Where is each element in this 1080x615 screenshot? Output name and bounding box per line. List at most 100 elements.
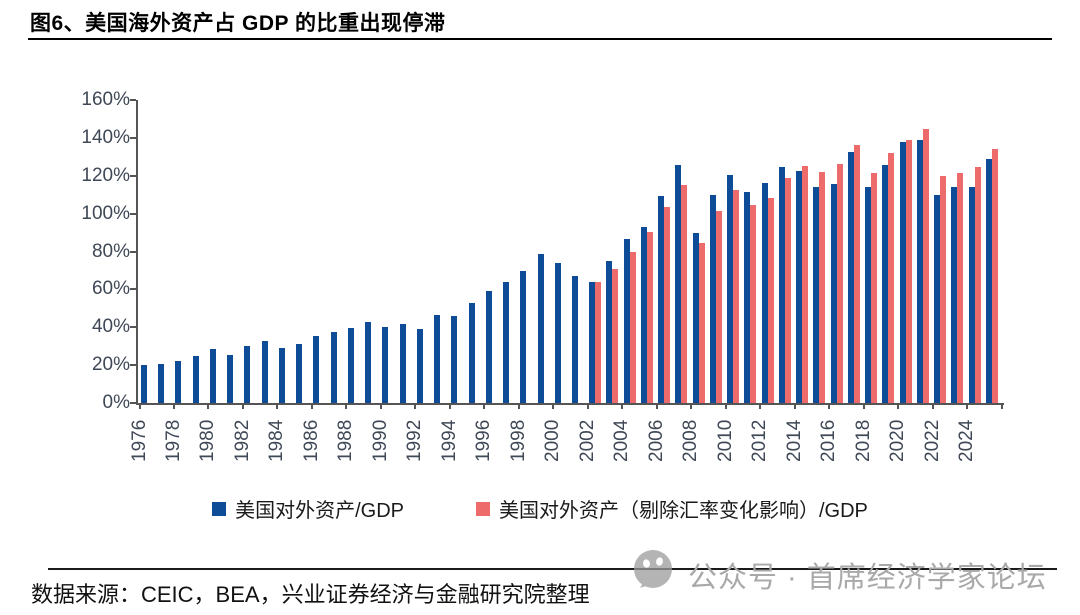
x-tick-label-1992: 1992 bbox=[404, 419, 426, 462]
bar-blue-2023 bbox=[951, 187, 958, 403]
bar-blue-1989 bbox=[365, 321, 372, 403]
bar-blue-1985 bbox=[296, 344, 303, 403]
y-tick-100 bbox=[130, 212, 136, 215]
bar-blue-2019 bbox=[882, 165, 889, 403]
y-tick-0 bbox=[130, 402, 136, 404]
x-tick-label-1982: 1982 bbox=[231, 419, 253, 462]
x-tick-label-2022: 2022 bbox=[921, 419, 943, 462]
x-tick-label-2018: 2018 bbox=[852, 419, 874, 462]
bar-blue-1999 bbox=[537, 254, 544, 403]
bar-red-2011 bbox=[750, 205, 757, 403]
x-tick-label-2000: 2000 bbox=[542, 419, 564, 462]
x-tick-1976 bbox=[138, 403, 141, 409]
watermark-text: 公众号 · 首席经济学家论坛 bbox=[688, 562, 1047, 594]
bar-blue-1986 bbox=[313, 335, 320, 403]
x-tick-label-1988: 1988 bbox=[335, 419, 357, 462]
y-tick-120 bbox=[130, 174, 136, 177]
y-tick-160 bbox=[130, 99, 136, 101]
x-tick-label-2010: 2010 bbox=[714, 419, 736, 462]
y-tick-140 bbox=[130, 136, 136, 139]
bar-blue-2012 bbox=[761, 183, 768, 403]
legend-label-red: 美国对外资产（剔除汇率变化影响）/GDP bbox=[499, 500, 868, 522]
x-tick-2006 bbox=[655, 403, 658, 409]
bar-blue-2013 bbox=[778, 167, 785, 403]
x-tick-label-1986: 1986 bbox=[300, 419, 322, 462]
x-tick-label-1976: 1976 bbox=[128, 419, 150, 462]
y-tick-label-140: 140% bbox=[81, 126, 130, 148]
x-tick-label-2008: 2008 bbox=[680, 419, 702, 462]
x-axis-end-tick bbox=[1000, 403, 1003, 409]
x-tick-label-1980: 1980 bbox=[197, 419, 219, 462]
bar-blue-1987 bbox=[330, 331, 337, 403]
x-tick-2010 bbox=[724, 403, 727, 409]
bar-blue-2025 bbox=[985, 158, 992, 403]
x-tick-1982 bbox=[241, 403, 244, 409]
bar-red-2021 bbox=[922, 129, 929, 403]
bar-blue-2003 bbox=[606, 260, 613, 403]
bar-red-2004 bbox=[629, 251, 636, 403]
y-tick-label-160: 160% bbox=[81, 89, 130, 110]
bar-blue-1980 bbox=[209, 349, 216, 403]
x-tick-2016 bbox=[828, 403, 831, 409]
bar-blue-1983 bbox=[261, 341, 268, 403]
bar-blue-1988 bbox=[347, 328, 354, 403]
bar-blue-1991 bbox=[399, 324, 406, 403]
x-tick-label-2006: 2006 bbox=[645, 419, 667, 462]
x-tick-label-2002: 2002 bbox=[576, 419, 598, 462]
y-axis bbox=[136, 100, 138, 404]
bar-blue-1981 bbox=[227, 354, 234, 403]
bar-blue-1977 bbox=[158, 364, 165, 403]
x-tick-2018 bbox=[862, 403, 865, 409]
y-tick-40 bbox=[130, 326, 136, 329]
x-tick-label-2012: 2012 bbox=[749, 419, 771, 462]
x-tick-label-2016: 2016 bbox=[818, 419, 840, 462]
bar-red-2010 bbox=[733, 189, 740, 403]
bar-blue-2000 bbox=[554, 262, 561, 403]
bar-red-2019 bbox=[888, 153, 895, 403]
bar-red-2024 bbox=[974, 167, 981, 403]
bar-red-2015 bbox=[819, 171, 826, 403]
bar-blue-1998 bbox=[520, 271, 527, 403]
bar-blue-2009 bbox=[709, 194, 716, 403]
x-tick-2002 bbox=[586, 403, 589, 409]
bar-blue-1982 bbox=[244, 346, 251, 403]
bar-red-2022 bbox=[940, 175, 947, 403]
x-tick-2008 bbox=[690, 403, 693, 409]
x-tick-2024 bbox=[966, 403, 969, 409]
legend-item-red: 美国对外资产（剔除汇率变化影响）/GDP bbox=[476, 494, 868, 523]
bar-red-2002 bbox=[595, 281, 602, 403]
x-tick-2012 bbox=[759, 403, 762, 409]
legend: 美国对外资产/GDP 美国对外资产（剔除汇率变化影响）/GDP bbox=[0, 494, 1080, 523]
bar-blue-1994 bbox=[451, 315, 458, 403]
y-tick-80 bbox=[130, 250, 136, 253]
x-tick-1978 bbox=[172, 403, 175, 409]
wechat-icon bbox=[634, 550, 672, 588]
footer-divider bbox=[48, 568, 1057, 570]
bar-blue-1990 bbox=[382, 327, 389, 403]
bar-red-2007 bbox=[681, 185, 688, 403]
bar-blue-2016 bbox=[830, 184, 837, 403]
bar-red-2006 bbox=[664, 206, 671, 403]
bar-blue-2011 bbox=[744, 191, 751, 403]
x-tick-label-1990: 1990 bbox=[369, 419, 391, 462]
bar-blue-1984 bbox=[278, 348, 285, 403]
x-tick-1990 bbox=[379, 403, 382, 409]
y-tick-label-80: 80% bbox=[91, 240, 130, 262]
y-tick-label-120: 120% bbox=[81, 164, 130, 186]
bar-red-2012 bbox=[767, 197, 774, 403]
x-tick-2014 bbox=[793, 403, 796, 409]
chart-title: 图6、美国海外资产占 GDP 的比重出现停滞 bbox=[30, 12, 446, 35]
bar-blue-2005 bbox=[640, 226, 647, 403]
bar-blue-1996 bbox=[485, 291, 492, 403]
bar-blue-2001 bbox=[572, 276, 578, 403]
x-tick-1984 bbox=[276, 403, 279, 409]
watermark: 公众号 · 首席经济学家论坛 bbox=[632, 546, 1072, 606]
bar-red-2014 bbox=[802, 166, 809, 403]
bar-blue-1993 bbox=[434, 314, 441, 403]
x-tick-1986 bbox=[310, 403, 313, 409]
data-source-note: 数据来源：CEIC，BEA，兴业证券经济与金融研究院整理 bbox=[31, 582, 590, 607]
x-tick-label-2004: 2004 bbox=[611, 419, 633, 462]
bar-red-2008 bbox=[698, 242, 705, 403]
legend-swatch-blue bbox=[212, 501, 227, 516]
